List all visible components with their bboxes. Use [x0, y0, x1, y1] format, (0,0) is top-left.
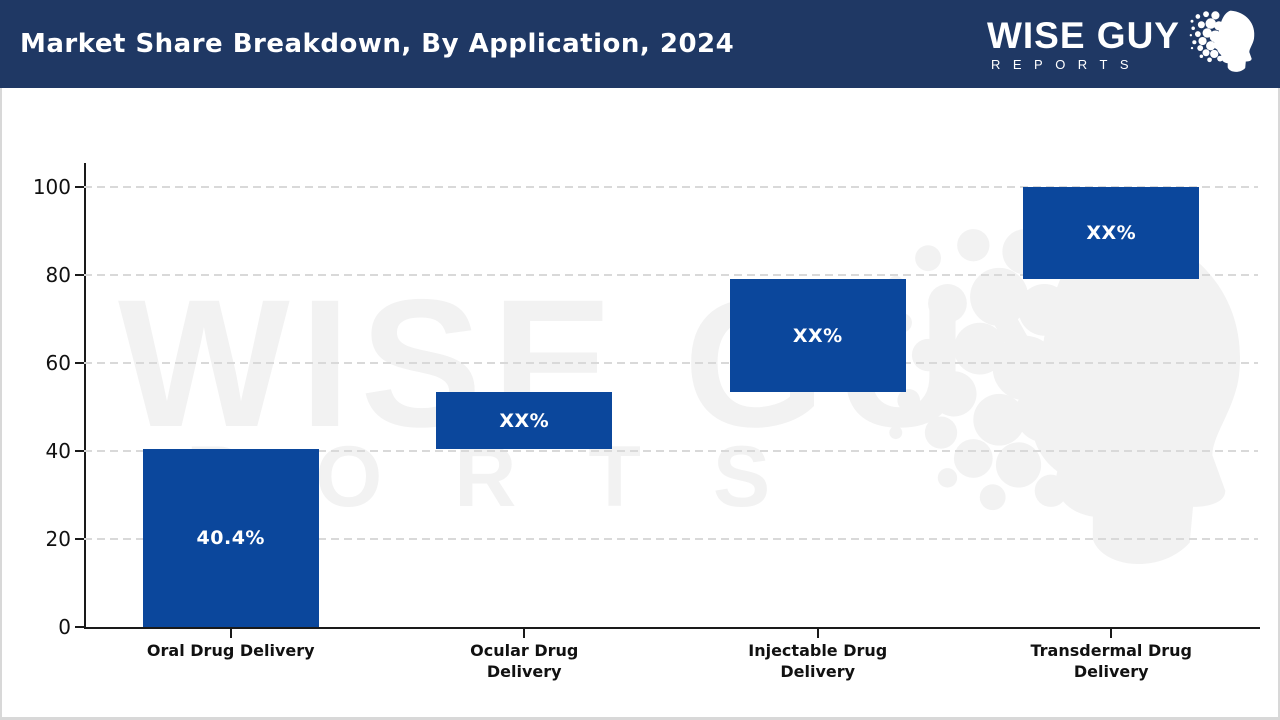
- y-tick-mark: [75, 538, 84, 540]
- y-tick-label: 40: [45, 439, 71, 463]
- gridline: [84, 362, 1258, 364]
- brand-logo: WISE GUY REPORTS: [987, 6, 1262, 82]
- bar-segment: XX%: [729, 279, 906, 393]
- y-axis-line: [84, 163, 86, 629]
- page-title: Market Share Breakdown, By Application, …: [20, 29, 735, 59]
- gridline: [84, 450, 1258, 452]
- bar-value-label: XX%: [499, 409, 550, 432]
- y-tick-label: 60: [45, 351, 71, 375]
- x-category-label: Ocular Drug Delivery: [470, 641, 579, 681]
- bar-value-label: XX%: [1086, 222, 1137, 245]
- bar-segment: XX%: [436, 392, 613, 450]
- x-tick-mark: [816, 629, 819, 638]
- x-tick-mark: [1110, 629, 1113, 638]
- bar-value-label: XX%: [792, 324, 843, 347]
- x-category-label: Transdermal Drug Delivery: [1030, 641, 1193, 681]
- dotted-face-logo-icon: [1189, 10, 1255, 72]
- brand-logo-text: WISE GUY REPORTS: [986, 14, 1180, 72]
- y-tick-label: 0: [58, 615, 71, 639]
- y-tick-mark: [75, 450, 84, 452]
- y-tick-label: 80: [45, 263, 71, 287]
- x-axis-line: [84, 627, 1260, 629]
- y-tick-mark: [75, 362, 84, 364]
- gridline: [84, 274, 1258, 276]
- x-tick-mark: [229, 629, 232, 638]
- gridline: [84, 538, 1258, 540]
- y-tick-label: 20: [45, 527, 71, 551]
- x-tick-mark: [523, 629, 526, 638]
- y-tick-mark: [75, 274, 84, 276]
- x-category-label: Oral Drug Delivery: [146, 641, 315, 660]
- bar-segment: 40.4%: [142, 449, 319, 627]
- gridline: [84, 186, 1258, 188]
- bar-value-label: 40.4%: [196, 527, 265, 550]
- bar-segment: XX%: [1023, 187, 1200, 280]
- y-tick-mark: [75, 626, 84, 628]
- x-category-label: Injectable Drug Delivery: [748, 641, 888, 681]
- header-band: Market Share Breakdown, By Application, …: [0, 0, 1280, 88]
- brand-subtitle: REPORTS: [990, 56, 1142, 72]
- brand-name: WISE GUY: [986, 14, 1180, 56]
- y-tick-label: 100: [32, 175, 71, 199]
- watermark-dotted-face-icon: [882, 225, 1241, 565]
- y-tick-mark: [75, 186, 84, 188]
